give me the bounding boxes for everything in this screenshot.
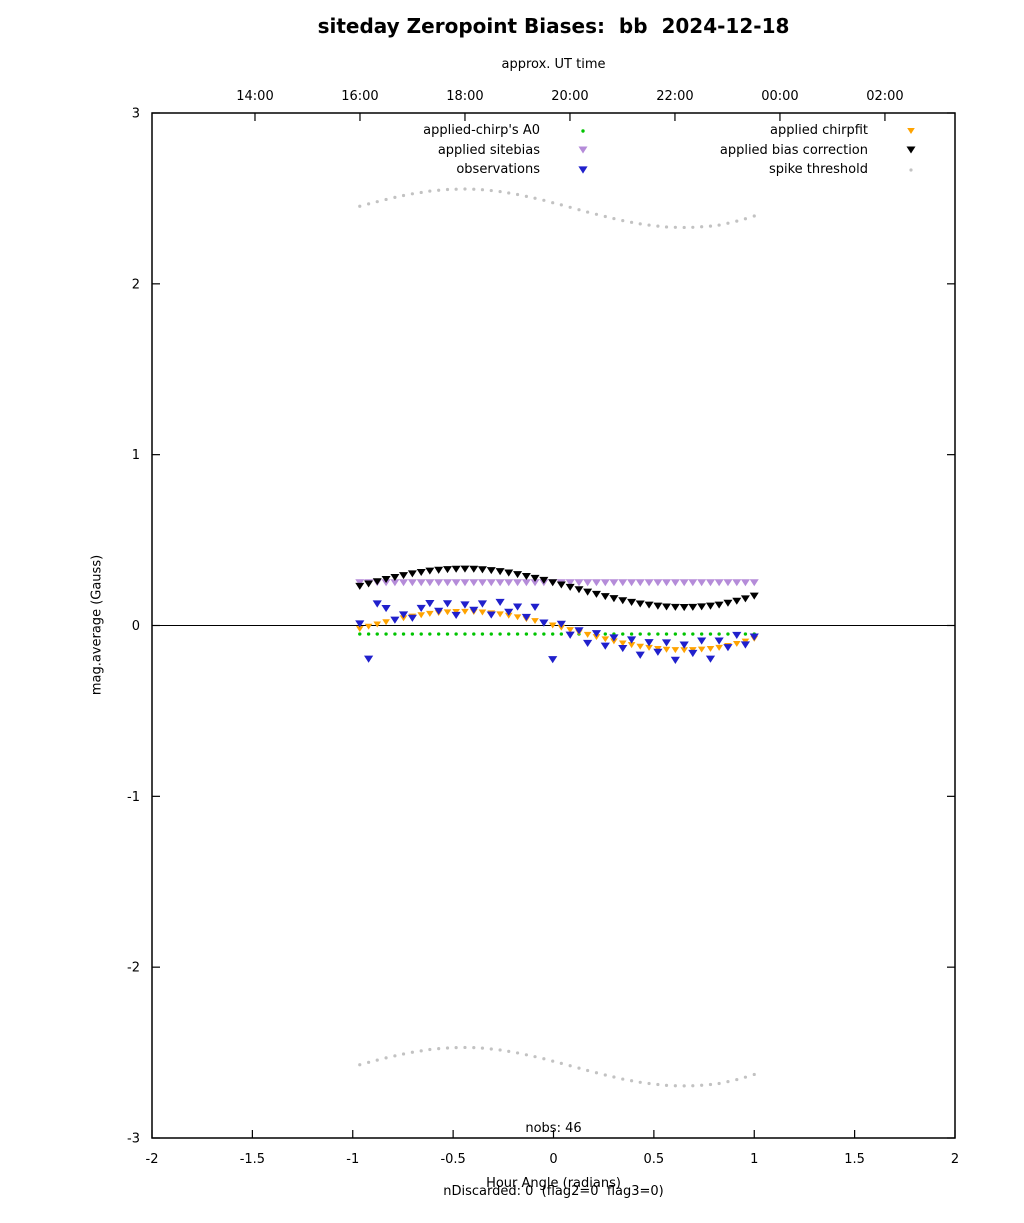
x-tick-label: 1.5 — [844, 1152, 865, 1167]
top-tick-label: 16:00 — [341, 89, 378, 104]
legend-item-applied-bias-correction: applied bias correction — [720, 141, 920, 161]
y-tick-label: -2 — [127, 961, 140, 976]
top-tick-label: 18:00 — [446, 89, 483, 104]
x-tick-label: -1 — [346, 1152, 359, 1167]
top-tick-label: 22:00 — [656, 89, 693, 104]
legend-label: applied bias correction — [719, 142, 868, 158]
legend-marker-triangle-icon — [578, 166, 588, 174]
nobs-annotation: nobs: 46 — [525, 1121, 582, 1136]
top-tick-label: 20:00 — [551, 89, 588, 104]
legend-label: spike threshold — [768, 162, 868, 178]
legend-item-applied-chirp-s-a0: applied-chirp's A0 — [423, 121, 592, 141]
legend-marker-dot-icon — [909, 168, 913, 172]
series-applied-sitebias — [355, 579, 759, 587]
annotations-block: nobs: 46 nDiscarded: 0 (flag2=0 flag3=0) — [152, 1076, 955, 1223]
chart-title: siteday Zeropoint Biases: bb 2024-12-18 — [317, 14, 790, 38]
series-applied-chirp-s-a0 — [358, 632, 756, 636]
legend-item-applied-sitebias: applied sitebias — [423, 141, 592, 161]
y-axis-label: mag.average (Gauss) — [89, 554, 105, 696]
legend-marker-triangle-icon — [907, 127, 915, 134]
top-tick-label: 02:00 — [866, 89, 903, 104]
plot-frame — [151, 112, 956, 1139]
series-spike-threshold — [358, 187, 756, 1088]
legend-marker-dot-icon — [581, 129, 585, 133]
y-tick-label: -1 — [127, 790, 140, 805]
top-axis-label: approx. UT time — [501, 57, 606, 72]
legend-item-applied-chirpfit: applied chirpfit — [720, 121, 920, 141]
x-tick-label: 0.5 — [644, 1152, 665, 1167]
y-tick-label: 0 — [132, 619, 140, 634]
x-tick-label: 2 — [951, 1152, 959, 1167]
axis-ticks: -2 -1.5 -1 -0.5 0 0.5 1 1.5 2 14:00 16:00 18:00 20:0… — [127, 89, 959, 1167]
series-applied-bias-correction — [355, 565, 759, 612]
legend-label: applied sitebias — [437, 142, 540, 158]
legend-item-spike-threshold: spike threshold — [720, 160, 920, 180]
legend-label: applied chirpfit — [770, 123, 868, 139]
legend-column-right: applied chirpfit applied bias correction s… — [720, 121, 920, 180]
top-tick-label: 14:00 — [236, 89, 273, 104]
legend-marker-triangle-icon — [906, 146, 916, 154]
x-tick-label: -1.5 — [240, 1152, 265, 1167]
series-observations — [355, 598, 759, 664]
legend-label: applied-chirp's A0 — [423, 123, 540, 139]
x-tick-label: 1 — [750, 1152, 758, 1167]
x-tick-label: -2 — [146, 1152, 159, 1167]
top-tick-label: 00:00 — [761, 89, 798, 104]
x-axis-label: Hour Angle (radians) — [486, 1176, 621, 1191]
y-tick-label: 3 — [132, 107, 140, 122]
y-tick-label: 1 — [132, 448, 140, 463]
x-tick-label: -0.5 — [440, 1152, 465, 1167]
y-tick-label: 2 — [132, 277, 140, 292]
legend-marker-triangle-icon — [578, 146, 588, 154]
x-tick-label: 0 — [549, 1152, 557, 1167]
ndiscarded-annotation: nDiscarded: 0 (flag2=0 flag3=0) — [443, 1184, 664, 1199]
legend-item-observations: observations — [423, 160, 592, 180]
legend-label: observations — [456, 162, 540, 178]
y-tick-label: -3 — [127, 1132, 140, 1147]
legend-column-left: applied-chirp's A0 applied sitebias observ… — [423, 121, 592, 180]
